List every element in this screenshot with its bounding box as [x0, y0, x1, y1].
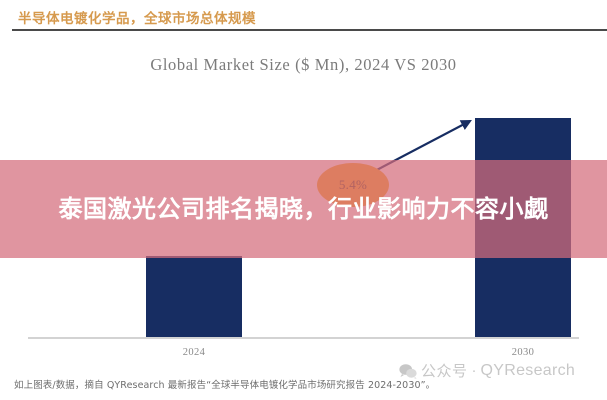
watermark-separator: · [471, 362, 477, 379]
article-headline-banner: 泰国激光公司排名揭晓，行业影响力不容小觑 [0, 160, 607, 258]
bar-2024 [146, 256, 242, 337]
source-note: 如上图表/数据，摘自 QYResearch 最新报告“全球半导体电镀化学品市场研… [14, 380, 436, 391]
x-tick-2030: 2030 [511, 347, 535, 358]
x-tick-2024: 2024 [182, 347, 206, 358]
article-headline: 泰国激光公司排名揭晓，行业影响力不容小觑 [58, 195, 549, 223]
watermark-channel: 公众号 [421, 362, 468, 380]
header-divider [12, 29, 607, 31]
wechat-icon [399, 363, 417, 379]
x-axis-line [28, 337, 579, 339]
watermark-brand: QYResearch [480, 361, 576, 379]
page-title: 半导体电镀化学品，全球市场总体规模 [18, 11, 256, 26]
chart-title: Global Market Size ($ Mn), 2024 VS 2030 [150, 55, 457, 74]
watermark: 公众号 · QYResearch [399, 360, 575, 381]
